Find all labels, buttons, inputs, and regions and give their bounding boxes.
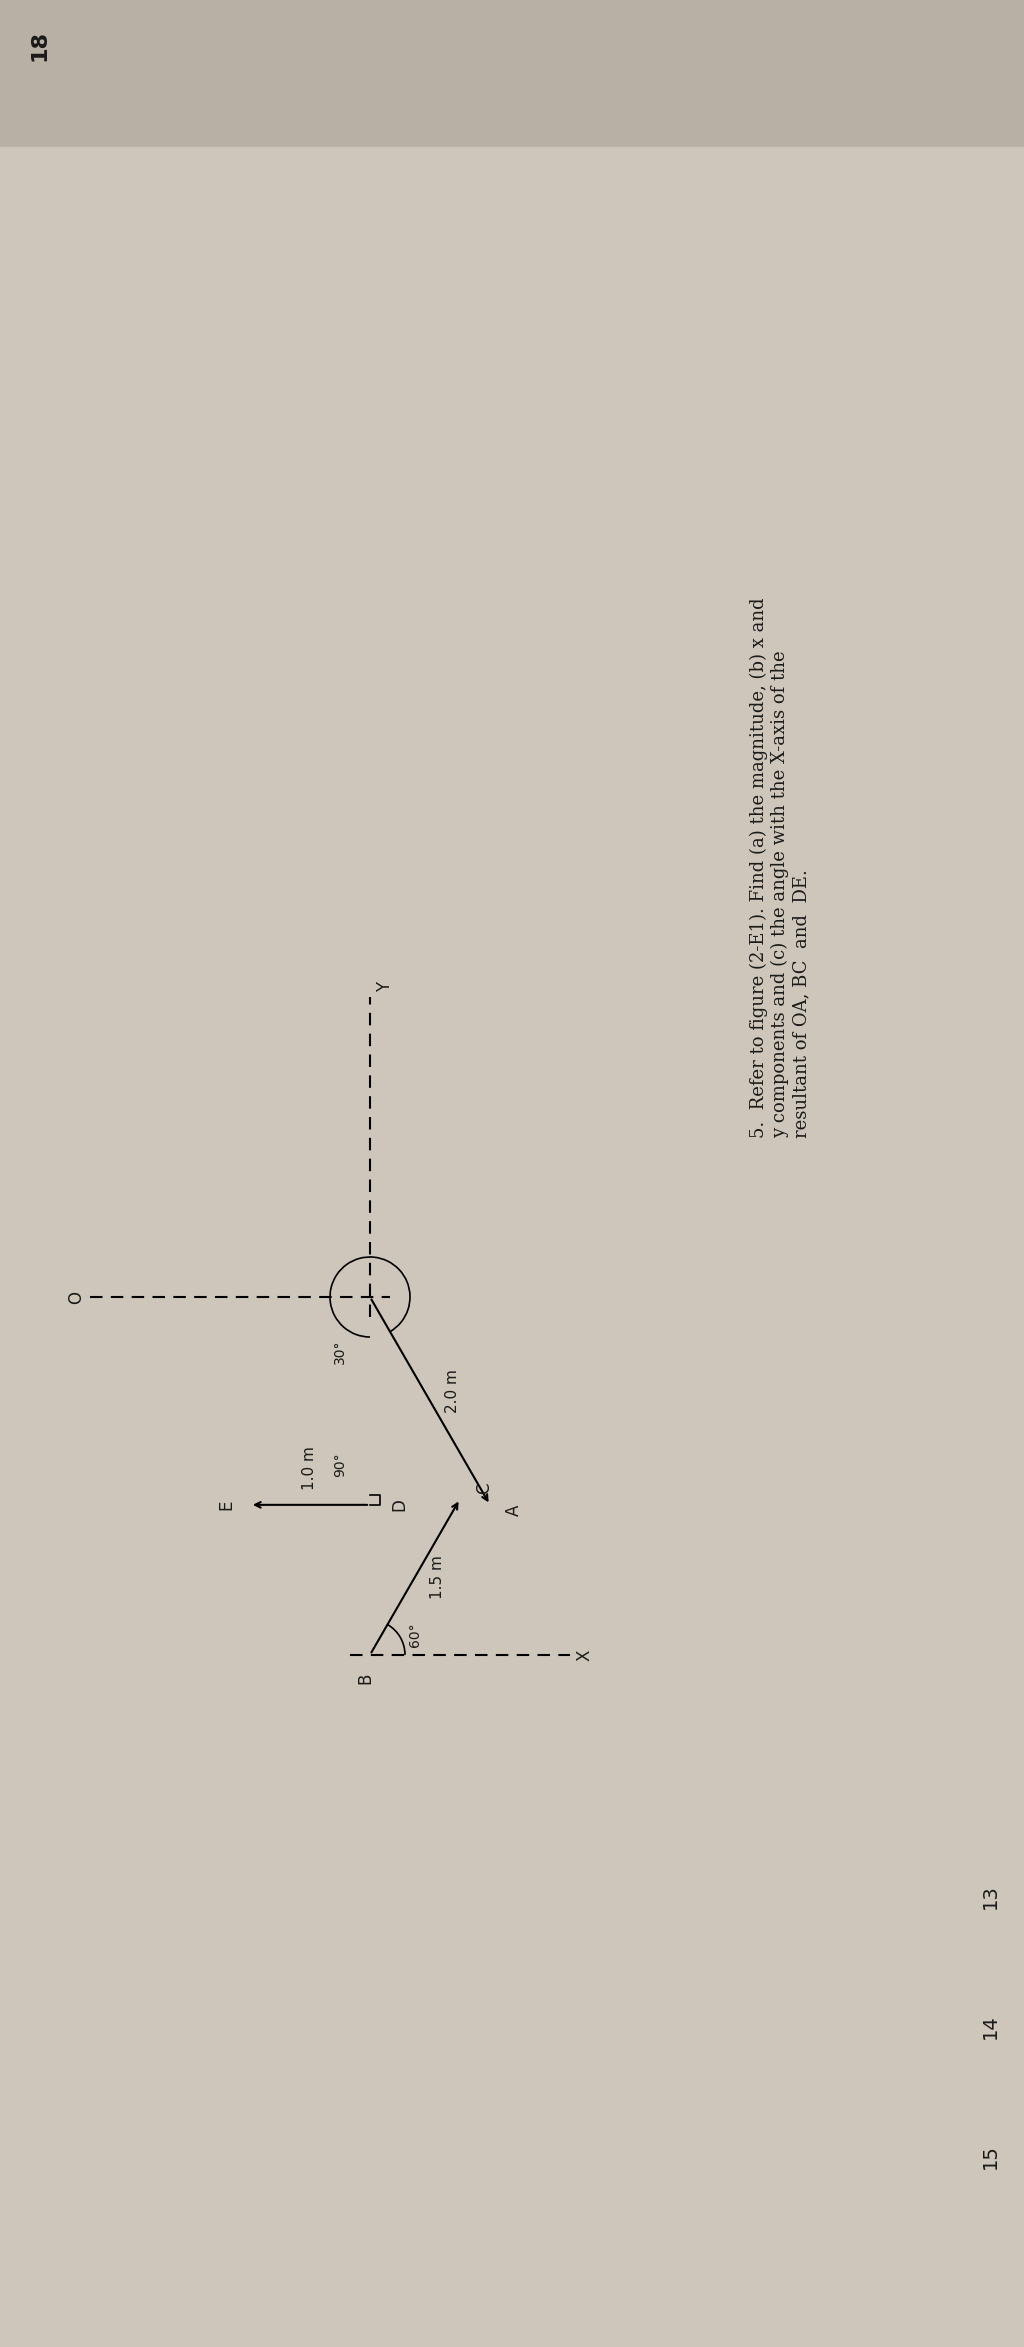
Text: 2.0 m: 2.0 m	[445, 1368, 460, 1413]
Text: X: X	[575, 1650, 593, 1662]
Text: Y: Y	[376, 981, 394, 993]
Text: D: D	[390, 1497, 408, 1511]
Text: 18: 18	[30, 31, 50, 61]
Text: O: O	[67, 1291, 85, 1303]
Bar	[0, 0, 1024, 148]
Text: 5.  Refer to figure (2-E1). Find (a) the magnitude, (b) x and
y components and (: 5. Refer to figure (2-E1). Find (a) the …	[750, 596, 810, 1138]
Text: 1.0 m: 1.0 m	[302, 1446, 317, 1490]
Text: 13: 13	[981, 1885, 999, 1910]
Text: 15: 15	[981, 2145, 999, 2169]
Text: 14: 14	[981, 2014, 999, 2040]
Text: C: C	[475, 1483, 493, 1495]
Text: 30°: 30°	[333, 1340, 347, 1364]
Text: B: B	[356, 1673, 374, 1685]
Text: A: A	[505, 1504, 523, 1516]
Text: E: E	[217, 1500, 234, 1509]
Text: 90°: 90°	[333, 1453, 347, 1476]
Text: 1.5 m: 1.5 m	[430, 1556, 445, 1598]
Text: 60°: 60°	[408, 1622, 422, 1648]
